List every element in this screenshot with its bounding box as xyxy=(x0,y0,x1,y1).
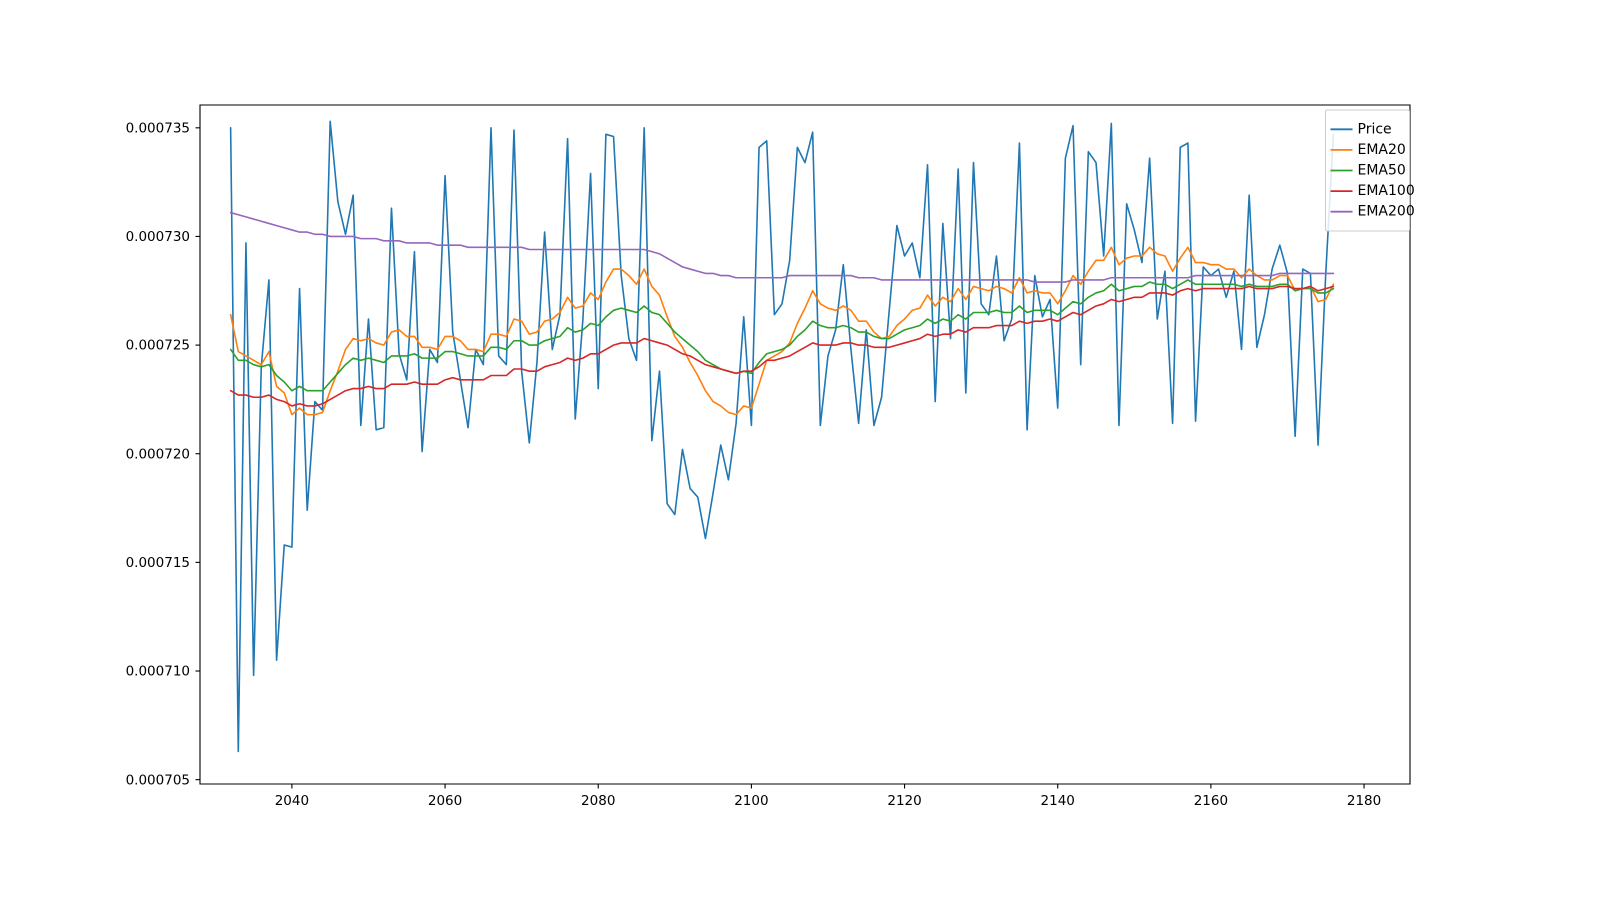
series-line-ema20 xyxy=(229,246,1335,416)
series-line-ema50 xyxy=(229,279,1335,392)
x-axis-tick-marks xyxy=(291,784,1365,789)
x-tick-label: 2160 xyxy=(1194,793,1228,809)
series-line-ema100 xyxy=(229,285,1335,407)
axes-spines xyxy=(199,104,1411,785)
x-tick-label: 2080 xyxy=(581,793,615,809)
legend-label-ema50[interactable]: EMA50 xyxy=(1358,163,1406,179)
y-tick-label: 0.000735 xyxy=(126,120,190,136)
x-tick-label: 2040 xyxy=(275,793,309,809)
legend-label-ema200[interactable]: EMA200 xyxy=(1358,204,1415,220)
series-line-ema200 xyxy=(229,211,1335,283)
y-axis-tick-labels: 0.000705 0.000710 0.000715 0.000720 0.000725… xyxy=(126,120,190,788)
y-tick-label: 0.000720 xyxy=(126,446,190,462)
x-axis-tick-labels: 2040 2060 2080 2100 2120 2140 2160 2180 xyxy=(275,793,1382,809)
x-tick-label: 2180 xyxy=(1347,793,1381,809)
y-tick-label: 0.000725 xyxy=(126,338,190,354)
y-tick-label: 0.000710 xyxy=(126,664,190,680)
series-layer xyxy=(229,120,1335,753)
axes-background xyxy=(200,105,1410,784)
legend-label-price[interactable]: Price xyxy=(1358,121,1392,137)
y-axis-tick-marks xyxy=(195,127,200,781)
y-tick-label: 0.000730 xyxy=(126,229,190,245)
x-tick-label: 2060 xyxy=(428,793,462,809)
x-tick-label: 2100 xyxy=(734,793,768,809)
x-tick-label: 2120 xyxy=(887,793,921,809)
legend-label-ema20[interactable]: EMA20 xyxy=(1358,142,1406,158)
x-tick-label: 2140 xyxy=(1041,793,1075,809)
y-tick-label: 0.000715 xyxy=(126,555,190,571)
chart-legend[interactable]: Price EMA20 EMA50 EMA100 EMA200 xyxy=(1325,109,1415,232)
legend-box xyxy=(1325,109,1410,232)
series-line-price xyxy=(229,120,1335,753)
legend-label-ema100[interactable]: EMA100 xyxy=(1358,183,1415,199)
y-tick-label: 0.000705 xyxy=(126,772,190,788)
